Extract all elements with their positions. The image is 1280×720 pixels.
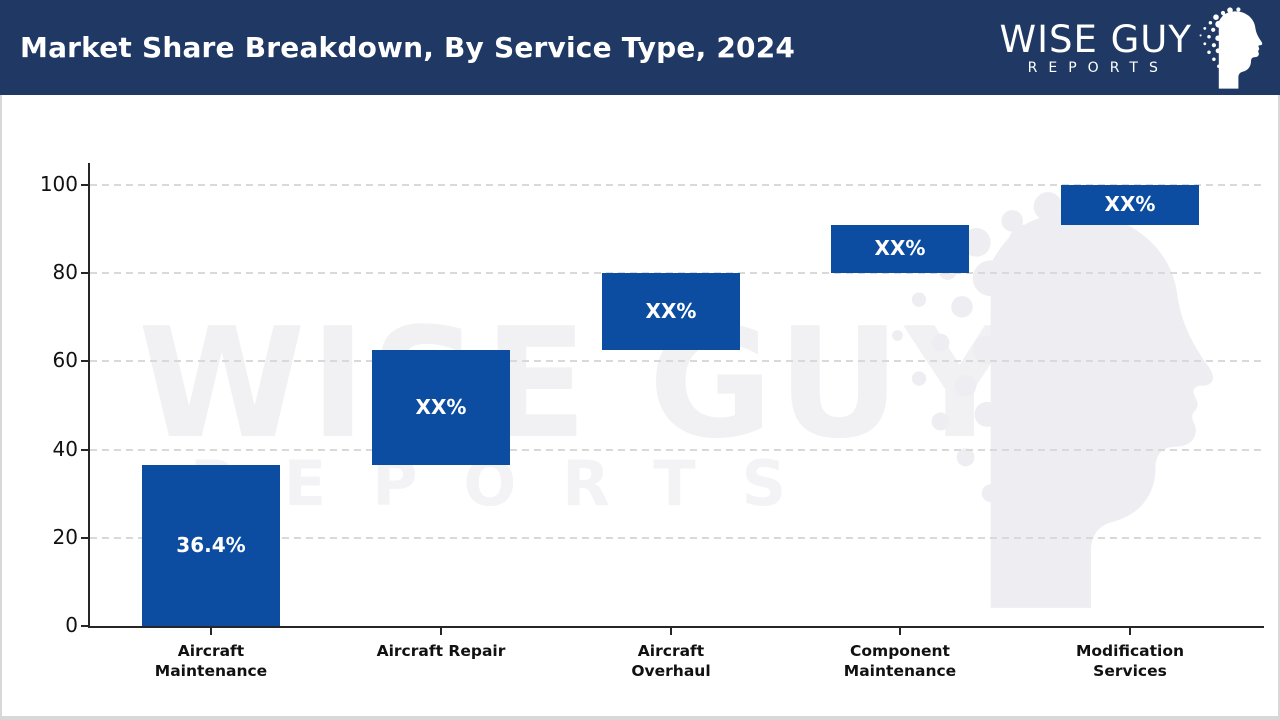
- bar-3: [831, 224, 969, 274]
- watermark-head-icon: [892, 192, 1213, 608]
- y-tick-40: [81, 448, 89, 451]
- bar-value-label: 36.4%: [176, 532, 246, 557]
- y-tick-label: 80: [52, 260, 78, 285]
- gridline-40: [90, 448, 1262, 451]
- category-label: Aircraft Maintenance: [154, 642, 268, 680]
- y-axis-line: [88, 163, 90, 628]
- logo-reports-label: REPORTS: [1027, 60, 1169, 76]
- bar-0: [142, 465, 280, 626]
- y-tick-label: 20: [52, 524, 78, 549]
- bar-value-label: XX%: [645, 298, 697, 323]
- bar-1: [372, 350, 510, 466]
- category-label: Aircraft Overhaul: [631, 642, 711, 680]
- y-tick-label: 40: [52, 436, 78, 461]
- y-tick-100: [81, 184, 89, 186]
- page-title: Market Share Breakdown, By Service Type,…: [20, 31, 796, 64]
- logo-head-icon: [1199, 7, 1263, 89]
- wise-guy-reports-logo: WISE GUY REPORTS: [1000, 4, 1266, 92]
- y-tick-80: [81, 272, 89, 275]
- bar-value-label: XX%: [415, 394, 467, 419]
- bar-value-label: XX%: [874, 235, 926, 260]
- category-label: Component Maintenance: [843, 642, 957, 680]
- header-band: Market Share Breakdown, By Service Type,…: [0, 0, 1280, 95]
- category-label: Aircraft Repair: [376, 642, 506, 660]
- x-axis-line: [88, 626, 1264, 628]
- y-tick-label: 0: [65, 613, 78, 637]
- gridline-20: [90, 536, 1262, 539]
- logo-wiseguy-label: WISE GUY: [999, 18, 1192, 61]
- x-tick-1: [440, 628, 442, 635]
- right-border: [1278, 95, 1280, 720]
- x-tick-0: [210, 628, 212, 635]
- y-tick-label: 60: [52, 348, 78, 373]
- y-tick-20: [81, 536, 89, 539]
- logo-text: WISE GUY REPORTS: [999, 18, 1192, 77]
- y-tick-0: [81, 625, 89, 627]
- bar-4: [1061, 185, 1199, 225]
- bar-value-label: XX%: [1104, 191, 1156, 216]
- y-tick-label: 100: [39, 172, 78, 196]
- y-tick-60: [81, 360, 89, 363]
- watermark-wiseguy-text: WISE GUY: [138, 295, 1019, 472]
- watermark-layer: WISE GUY REPORTS: [0, 95, 1280, 720]
- gridline-100: [90, 184, 1262, 186]
- x-tick-2: [670, 628, 672, 635]
- watermark-reports-text: REPORTS: [190, 447, 833, 520]
- x-tick-3: [899, 628, 901, 635]
- gridline-60: [90, 360, 1262, 363]
- bottom-border: [0, 716, 1280, 720]
- left-border: [0, 95, 2, 720]
- category-label: Modification Services: [1075, 642, 1185, 680]
- x-tick-4: [1129, 628, 1131, 635]
- bar-2: [602, 273, 740, 351]
